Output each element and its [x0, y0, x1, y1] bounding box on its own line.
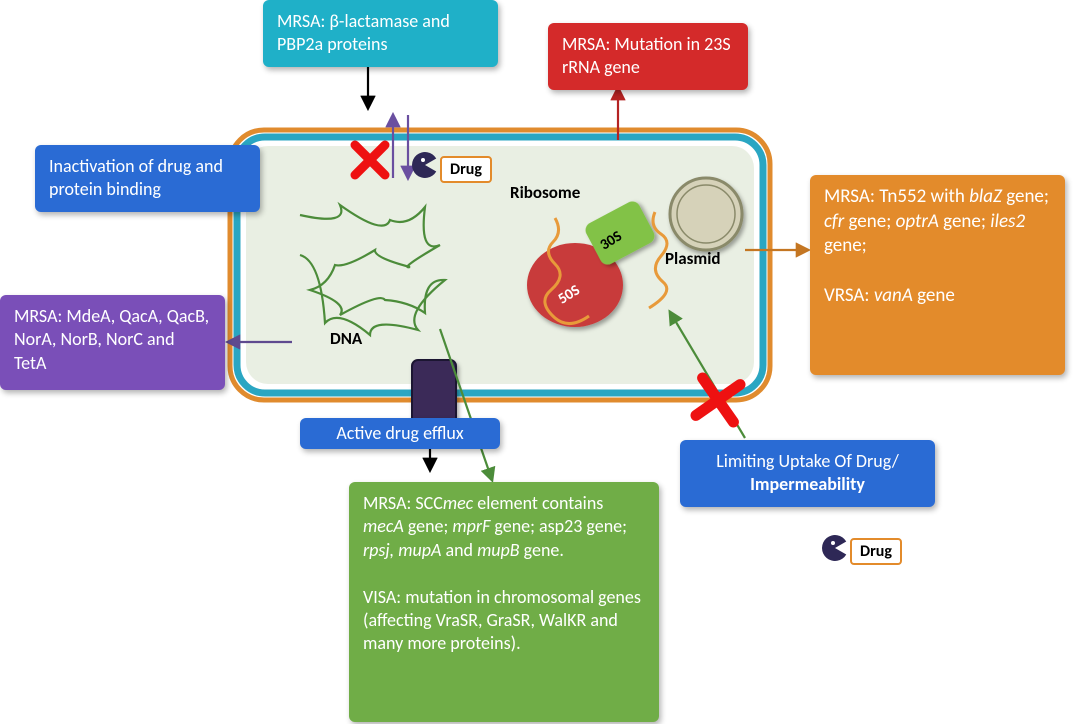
box-mrsa-23s: MRSA: Mutation in 23S rRNA gene: [548, 23, 748, 90]
plasmid-shape: [670, 178, 742, 250]
box-inactivation: Inactivation of drug and protein binding: [35, 145, 260, 212]
box-mrsa-sccmec: MRSA: SCCmec element contains mecA gene;…: [349, 482, 659, 722]
label-dna: DNA: [330, 328, 362, 349]
drug-label-bottom: Drug: [850, 538, 902, 565]
drug-pacman-bottom: [822, 535, 846, 561]
box-mrsa-mdea: MRSA: MdeA, QacA, QacB, NorA, NorB, NorC…: [0, 295, 225, 390]
label-ribosome: Ribosome: [510, 182, 580, 203]
box-mrsa-tn552: MRSA: Tn552 with blaZ gene; cfr gene; op…: [810, 175, 1065, 375]
box-mrsa-betalactamase: MRSA: β-lactamase and PBP2a proteins: [263, 0, 498, 67]
label-plasmid: Plasmid: [665, 248, 721, 269]
efflux-pump: [412, 360, 456, 426]
drug-label-top: Drug: [440, 156, 492, 183]
box-active-efflux: Active drug efflux: [300, 418, 500, 449]
box-limiting-uptake: Limiting Uptake Of Drug/Impermeability: [680, 440, 935, 507]
